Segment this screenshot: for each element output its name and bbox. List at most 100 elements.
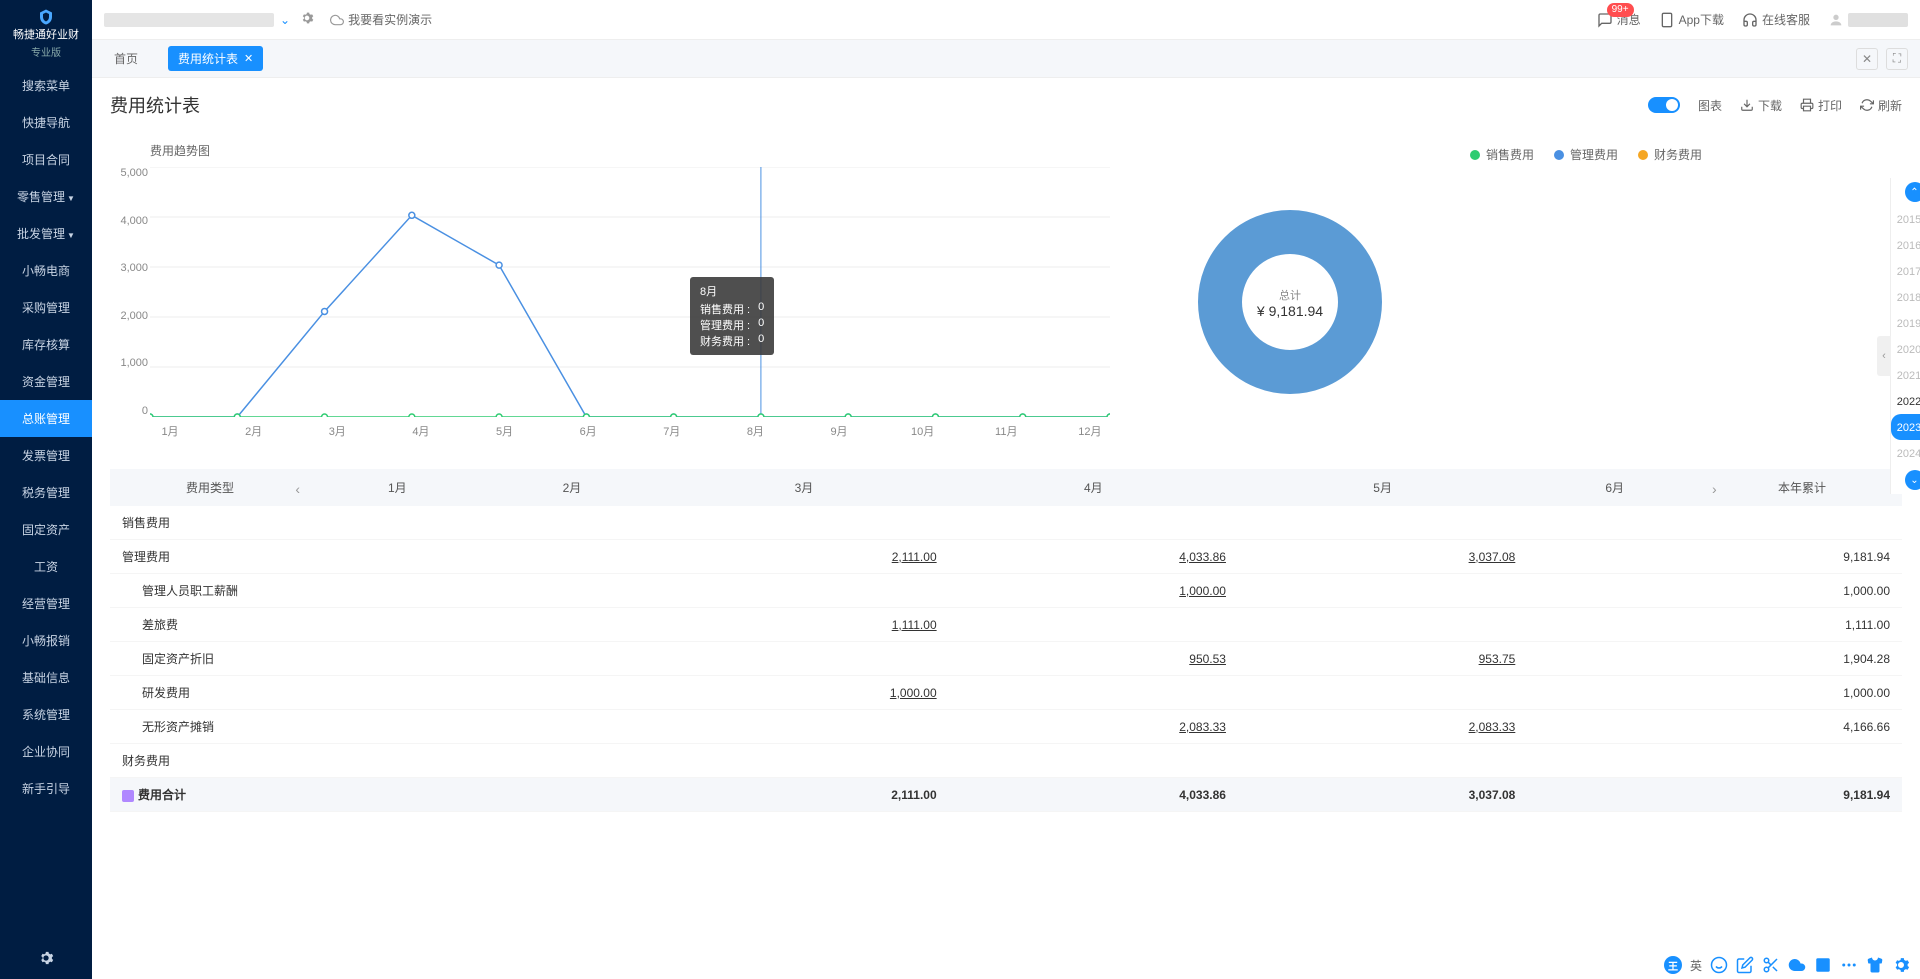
sidebar-item[interactable]: 资金管理 <box>0 363 92 400</box>
sidebar-item[interactable]: 批发管理▼ <box>0 215 92 252</box>
close-all-button[interactable]: ✕ <box>1856 48 1878 70</box>
next-month-button[interactable]: › <box>1712 481 1717 497</box>
prev-month-button[interactable]: ‹ <box>295 481 300 497</box>
main-area: ⌄ 我要看实例演示 99+ 消息 App下载 <box>92 0 1920 979</box>
download-icon <box>1740 98 1754 112</box>
tab-bar: 首页 费用统计表 ✕ ✕ ⛶ <box>92 40 1920 78</box>
taskbar-cloud-icon[interactable] <box>1788 956 1806 974</box>
sidebar-item[interactable]: 税务管理 <box>0 474 92 511</box>
table-row: 差旅费1,111.001,111.00 <box>110 608 1902 642</box>
taskbar: 王 英 <box>1654 951 1920 979</box>
sidebar-item[interactable]: 基础信息 <box>0 659 92 696</box>
logo-text: 畅捷通好业财 <box>13 26 79 42</box>
print-icon <box>1800 98 1814 112</box>
tab-home[interactable]: 首页 <box>104 46 148 71</box>
chart-toggle[interactable] <box>1648 97 1680 113</box>
download-button[interactable]: 下载 <box>1740 97 1782 114</box>
logo-icon <box>37 8 55 26</box>
year-item[interactable]: 2018年 <box>1891 284 1920 310</box>
sidebar-item[interactable]: 小畅报销 <box>0 622 92 659</box>
line-chart[interactable]: 5,0004,0003,0002,0001,0000 8月 销售费用 :0管理费… <box>150 167 1110 417</box>
table-body: 销售费用管理费用2,111.004,033.863,037.089,181.94… <box>110 506 1902 812</box>
sidebar-item[interactable]: 搜索菜单 <box>0 67 92 104</box>
year-item[interactable]: 2015年 <box>1891 206 1920 232</box>
year-item[interactable]: 2022年 <box>1891 388 1920 414</box>
download-button[interactable]: App下载 <box>1659 11 1724 28</box>
sidebar-item[interactable]: 采购管理 <box>0 289 92 326</box>
refresh-icon <box>1860 98 1874 112</box>
chart-legend: 销售费用 管理费用 财务费用 <box>1470 146 1702 163</box>
year-item[interactable]: 2017年 <box>1891 258 1920 284</box>
org-dropdown[interactable]: ⌄ <box>280 13 290 27</box>
support-button[interactable]: 在线客服 <box>1742 11 1810 28</box>
table-row: 研发费用1,000.001,000.00 <box>110 676 1902 710</box>
table-row: 财务费用 <box>110 744 1902 778</box>
sidebar-item[interactable]: 项目合同 <box>0 141 92 178</box>
taskbar-more-icon[interactable] <box>1840 956 1858 974</box>
taskbar-smile-icon[interactable] <box>1710 956 1728 974</box>
table-header-row: 费用类型‹1月2月3月4月5月6月本年累计› <box>110 469 1902 506</box>
org-placeholder <box>104 13 274 27</box>
tab-close-button[interactable]: ✕ <box>244 52 253 65</box>
sidebar-item[interactable]: 工资 <box>0 548 92 585</box>
settings-button[interactable] <box>0 940 92 979</box>
data-table: 费用类型‹1月2月3月4月5月6月本年累计› 销售费用管理费用2,111.004… <box>110 469 1902 812</box>
user-menu[interactable] <box>1828 12 1908 28</box>
toggle-label: 图表 <box>1698 97 1722 114</box>
print-button[interactable]: 打印 <box>1800 97 1842 114</box>
gear-icon <box>38 950 54 966</box>
year-item[interactable]: 2024年 <box>1891 440 1920 466</box>
demo-link[interactable]: 我要看实例演示 <box>330 11 432 28</box>
sidebar-item[interactable]: 总账管理 <box>0 400 92 437</box>
donut-label: 总计 <box>1257 287 1323 303</box>
table-row: 管理费用2,111.004,033.863,037.089,181.94 <box>110 540 1902 574</box>
legend-fin[interactable]: 财务费用 <box>1638 146 1702 163</box>
top-bar: ⌄ 我要看实例演示 99+ 消息 App下载 <box>92 0 1920 40</box>
refresh-button[interactable]: 刷新 <box>1860 97 1902 114</box>
fullscreen-button[interactable]: ⛶ <box>1886 48 1908 70</box>
sidebar-item[interactable]: 新手引导 <box>0 770 92 807</box>
collapse-handle[interactable]: ‹ <box>1877 336 1891 376</box>
sidebar-item[interactable]: 系统管理 <box>0 696 92 733</box>
org-settings-button[interactable] <box>300 11 314 28</box>
sidebar: 畅捷通好业财 专业版 搜索菜单快捷导航项目合同零售管理▼批发管理▼小畅电商采购管… <box>0 0 92 979</box>
year-item[interactable]: 2023年 <box>1891 414 1920 440</box>
table-row: 无形资产摊销2,083.332,083.334,166.66 <box>110 710 1902 744</box>
sidebar-item[interactable]: 快捷导航 <box>0 104 92 141</box>
sidebar-item[interactable]: 小畅电商 <box>0 252 92 289</box>
donut-chart[interactable]: 总计 ¥ 9,181.94 <box>1190 202 1390 405</box>
logo: 畅捷通好业财 专业版 <box>0 0 92 67</box>
messages-button[interactable]: 99+ 消息 <box>1597 11 1641 28</box>
table-row: 固定资产折旧950.53953.751,904.28 <box>110 642 1902 676</box>
sidebar-item[interactable]: 固定资产 <box>0 511 92 548</box>
sidebar-item[interactable]: 企业协同 <box>0 733 92 770</box>
sidebar-item[interactable]: 发票管理 <box>0 437 92 474</box>
headset-icon <box>1742 12 1758 28</box>
year-item[interactable]: 2016年 <box>1891 232 1920 258</box>
taskbar-lang[interactable]: 英 <box>1690 957 1702 974</box>
table-row: 销售费用 <box>110 506 1902 540</box>
taskbar-ime-icon[interactable]: 王 <box>1664 956 1682 974</box>
legend-mgmt[interactable]: 管理费用 <box>1554 146 1618 163</box>
nav-list: 搜索菜单快捷导航项目合同零售管理▼批发管理▼小畅电商采购管理库存核算资金管理总账… <box>0 67 92 940</box>
legend-sales[interactable]: 销售费用 <box>1470 146 1534 163</box>
taskbar-gear-icon[interactable] <box>1892 956 1910 974</box>
avatar-icon <box>1828 12 1844 28</box>
donut-value: ¥ 9,181.94 <box>1257 303 1323 319</box>
year-scroll-up[interactable]: ⌃ <box>1905 182 1920 202</box>
sidebar-item[interactable]: 库存核算 <box>0 326 92 363</box>
sidebar-item[interactable]: 经营管理 <box>0 585 92 622</box>
year-scroll-down[interactable]: ⌄ <box>1905 470 1920 490</box>
tab-active[interactable]: 费用统计表 ✕ <box>168 46 263 71</box>
sidebar-item[interactable]: 零售管理▼ <box>0 178 92 215</box>
taskbar-grid-icon[interactable] <box>1814 956 1832 974</box>
taskbar-edit-icon[interactable] <box>1736 956 1754 974</box>
year-item[interactable]: 2021年 <box>1891 362 1920 388</box>
year-item[interactable]: 2020年 <box>1891 336 1920 362</box>
taskbar-scissors-icon[interactable] <box>1762 956 1780 974</box>
chart-tooltip: 8月 销售费用 :0管理费用 :0财务费用 :0 <box>690 277 774 355</box>
taskbar-shirt-icon[interactable] <box>1866 956 1884 974</box>
gear-icon <box>300 11 314 25</box>
chart-panel: 费用趋势图 销售费用 管理费用 财务费用 5,0004,0003,0002,00… <box>110 132 1902 449</box>
year-item[interactable]: 2019年 <box>1891 310 1920 336</box>
